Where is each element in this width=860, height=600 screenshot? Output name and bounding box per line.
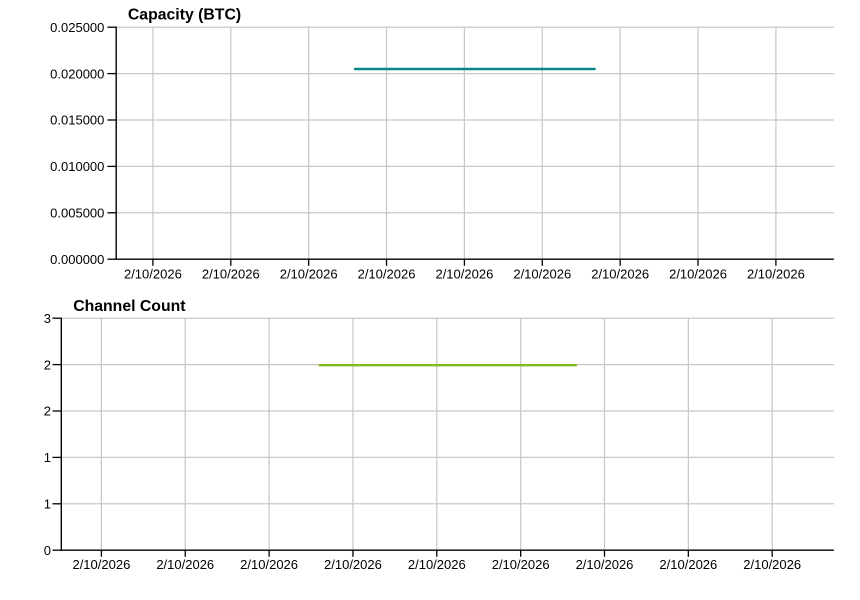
svg-text:2: 2 (44, 404, 51, 419)
svg-text:0.010000: 0.010000 (50, 159, 104, 174)
svg-text:0.000000: 0.000000 (50, 252, 104, 267)
svg-text:2/10/2026: 2/10/2026 (358, 267, 416, 282)
svg-text:2/10/2026: 2/10/2026 (408, 557, 466, 572)
svg-text:2/10/2026: 2/10/2026 (72, 557, 130, 572)
svg-text:2/10/2026: 2/10/2026 (435, 267, 493, 282)
svg-text:1: 1 (44, 497, 51, 512)
svg-text:0: 0 (44, 543, 51, 558)
svg-text:2/10/2026: 2/10/2026 (669, 267, 727, 282)
svg-text:2/10/2026: 2/10/2026 (492, 557, 550, 572)
svg-text:3: 3 (44, 311, 51, 326)
svg-text:2/10/2026: 2/10/2026 (124, 267, 182, 282)
svg-text:0.020000: 0.020000 (50, 66, 104, 81)
svg-text:2: 2 (44, 357, 51, 372)
svg-text:2/10/2026: 2/10/2026 (747, 267, 805, 282)
svg-text:Channel Count: Channel Count (73, 298, 186, 315)
svg-text:2/10/2026: 2/10/2026 (576, 557, 634, 572)
svg-text:2/10/2026: 2/10/2026 (240, 557, 298, 572)
svg-text:2/10/2026: 2/10/2026 (591, 267, 649, 282)
svg-text:2/10/2026: 2/10/2026 (280, 267, 338, 282)
svg-text:Capacity (BTC): Capacity (BTC) (128, 6, 241, 23)
svg-text:2/10/2026: 2/10/2026 (156, 557, 214, 572)
svg-text:0.025000: 0.025000 (50, 20, 104, 35)
svg-text:2/10/2026: 2/10/2026 (202, 267, 260, 282)
svg-text:2/10/2026: 2/10/2026 (743, 557, 801, 572)
svg-text:1: 1 (44, 450, 51, 465)
svg-text:2/10/2026: 2/10/2026 (659, 557, 717, 572)
svg-text:0.015000: 0.015000 (50, 113, 104, 128)
svg-text:2/10/2026: 2/10/2026 (324, 557, 382, 572)
svg-text:2/10/2026: 2/10/2026 (513, 267, 571, 282)
svg-text:0.005000: 0.005000 (50, 206, 104, 221)
